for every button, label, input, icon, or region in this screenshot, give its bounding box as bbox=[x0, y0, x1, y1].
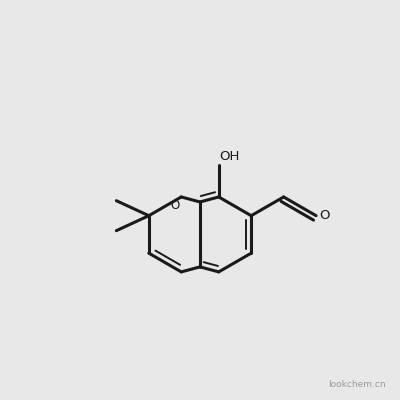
Text: O: O bbox=[319, 209, 330, 222]
Text: O: O bbox=[170, 199, 179, 212]
Text: lookchem.cn: lookchem.cn bbox=[328, 380, 385, 389]
Text: OH: OH bbox=[220, 150, 240, 164]
